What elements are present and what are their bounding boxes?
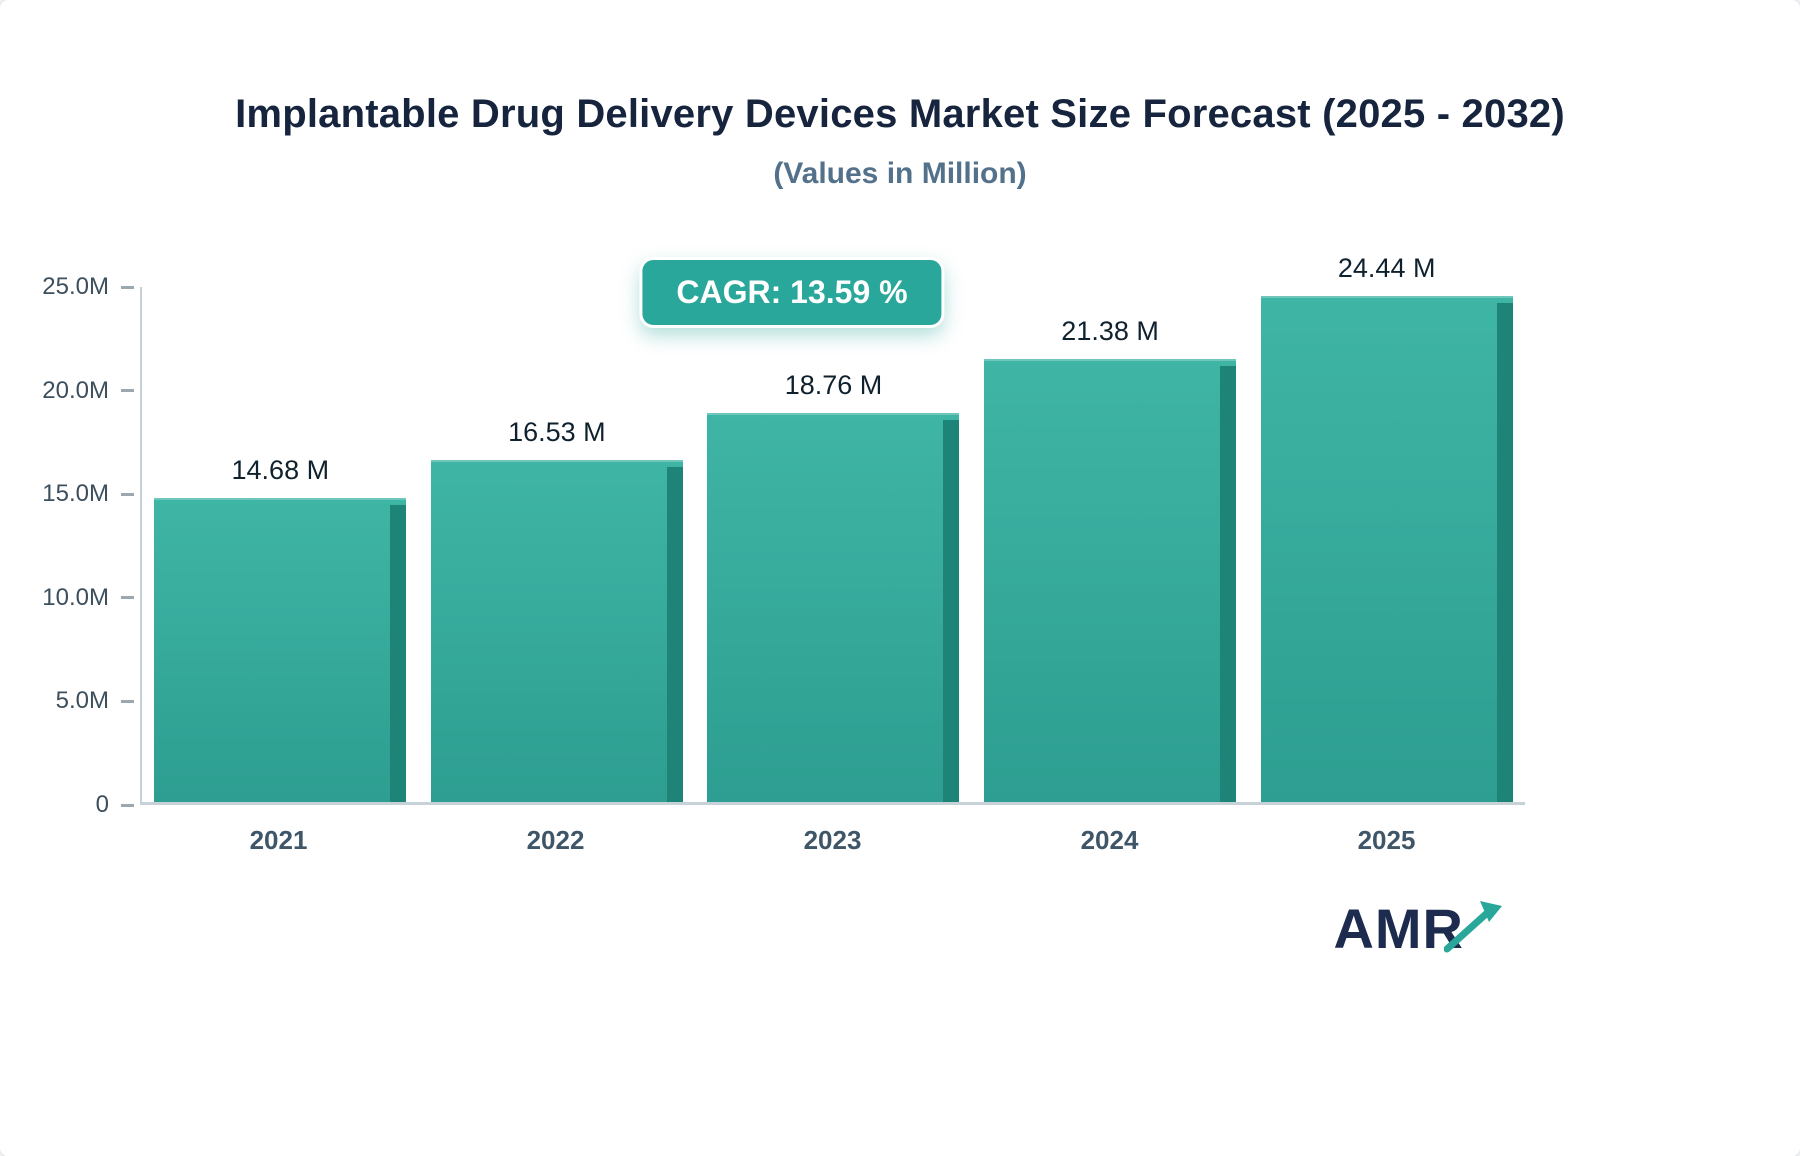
- bar-side-face: [666, 466, 683, 802]
- y-tick-mark: [121, 803, 134, 807]
- bar-value-label: 24.44 M: [1337, 252, 1436, 283]
- plot-area: CAGR: 13.59 % 14.68 M 16.53 M 18.76 M 21.38…: [140, 253, 1525, 805]
- y-tick-label: 25.0M: [42, 273, 109, 300]
- bar-value-label: 18.76 M: [784, 370, 883, 401]
- y-tick: 10.0M: [42, 584, 134, 612]
- x-axis-label-2023: 2023: [803, 825, 862, 855]
- x-axis-label-2021: 2021: [249, 825, 308, 855]
- y-tick: 20.0M: [42, 377, 134, 405]
- bar-2023: [707, 413, 960, 802]
- bar-2021: [154, 497, 407, 802]
- amr-logo: AMR: [1333, 896, 1504, 961]
- bar-side-face: [943, 420, 960, 802]
- y-tick-mark: [121, 596, 134, 600]
- chart-subtitle: (Values in Million): [773, 157, 1027, 190]
- cagr-badge: CAGR: 13.59 %: [639, 257, 945, 328]
- bar-side-face: [390, 504, 407, 802]
- bar-value-label: 21.38 M: [1061, 316, 1159, 347]
- y-tick-mark: [121, 699, 134, 703]
- y-tick-mark: [121, 492, 134, 496]
- bar-side-face: [1496, 302, 1513, 802]
- y-tick-label: 15.0M: [42, 480, 109, 508]
- y-tick-label: 5.0M: [55, 687, 109, 715]
- y-tick: 15.0M: [42, 480, 134, 508]
- x-axis-label-2022: 2022: [526, 825, 585, 855]
- bar-value-label: 14.68 M: [231, 454, 330, 485]
- y-tick-mark: [121, 285, 134, 289]
- y-tick-label: 0: [95, 791, 109, 818]
- chart-area: 0 5.0M 10.0M 15.0M 20.0M 25.0M CAGR: 13.59 % …: [30, 253, 1525, 856]
- bar-2025: [1260, 295, 1513, 802]
- growth-arrow-icon: [1444, 900, 1502, 952]
- y-tick: 5.0M: [56, 687, 134, 715]
- y-tick-mark: [121, 389, 134, 393]
- x-axis-label-2024: 2024: [1080, 825, 1139, 855]
- y-tick: 0: [96, 791, 134, 819]
- x-axis-label-2025: 2025: [1357, 825, 1416, 855]
- chart-row: 0 5.0M 10.0M 15.0M 20.0M 25.0M CAGR: 13.59 % …: [30, 253, 1525, 818]
- bar-group-2024: 21.38 M: [972, 316, 1249, 802]
- chart-title: Implantable Drug Delivery Devices Market…: [235, 92, 1565, 136]
- bar-group-2022: 16.53 M: [419, 416, 696, 802]
- y-tick: 25.0M: [42, 273, 134, 301]
- y-tick-label: 10.0M: [42, 583, 109, 611]
- amr-logo-text: AMR: [1333, 897, 1464, 960]
- x-axis-labels: 2021 2022 2023 2024 2025: [140, 825, 1525, 856]
- bar-2022: [430, 459, 683, 802]
- chart-header: Implantable Drug Delivery Devices Market…: [0, 0, 1800, 191]
- bar-2024: [984, 359, 1237, 802]
- y-tick-label: 20.0M: [42, 376, 109, 404]
- y-axis: 0 5.0M 10.0M 15.0M 20.0M 25.0M: [30, 273, 140, 818]
- bar-group-2025: 24.44 M: [1248, 253, 1525, 802]
- bar-side-face: [1220, 366, 1237, 802]
- bar-group-2023: 18.76 M: [695, 370, 972, 802]
- bar-value-label: 16.53 M: [508, 416, 606, 447]
- bar-group-2021: 14.68 M: [142, 455, 419, 802]
